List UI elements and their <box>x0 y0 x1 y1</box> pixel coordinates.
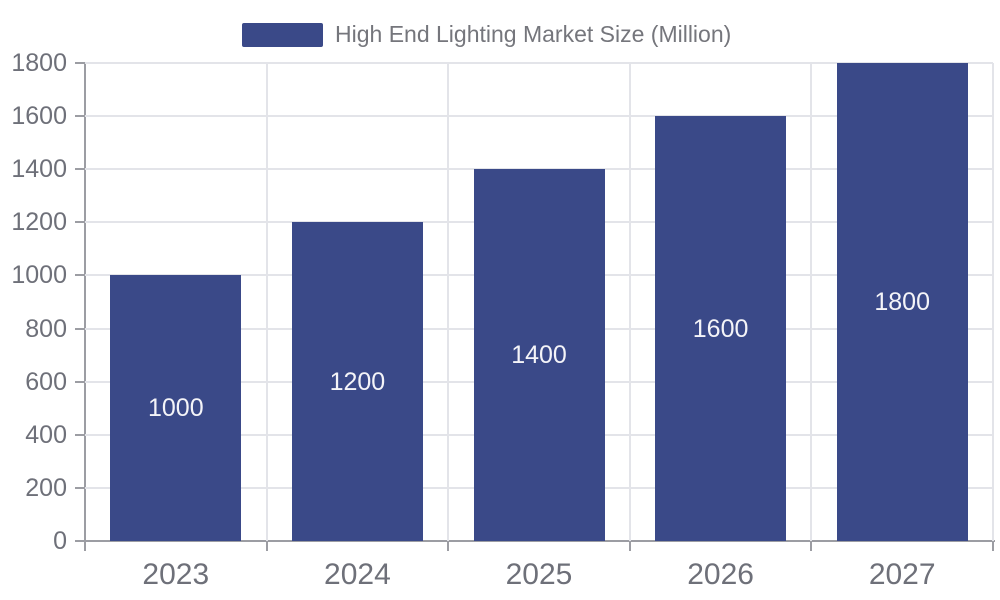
x-tick-label: 2025 <box>505 558 573 591</box>
bar[interactable] <box>291 222 423 541</box>
x-tick-label: 2027 <box>868 558 936 591</box>
bar-value-label: 1200 <box>329 367 386 396</box>
y-axis-tick <box>75 380 85 383</box>
y-tick-label: 800 <box>25 314 67 343</box>
y-axis-tick <box>75 115 85 118</box>
y-axis-tick <box>75 221 85 224</box>
x-gridline <box>265 63 268 541</box>
x-axis-line <box>84 540 995 542</box>
x-gridline <box>447 63 450 541</box>
x-tick-label: 2026 <box>687 558 754 591</box>
bar[interactable] <box>836 63 968 541</box>
bar[interactable] <box>473 169 605 541</box>
y-tick-label: 1600 <box>11 102 67 131</box>
y-tick-label: 600 <box>25 367 67 396</box>
y-axis-tick <box>75 274 85 277</box>
y-tick-label: 200 <box>25 473 67 502</box>
x-axis-tick <box>447 541 450 551</box>
y-axis-tick <box>75 62 85 64</box>
legend-label: High End Lighting Market Size (Million) <box>335 21 732 47</box>
y-tick-label: 1200 <box>11 208 67 237</box>
x-axis-tick <box>992 541 994 551</box>
y-axis-tick <box>75 433 85 436</box>
x-axis-tick <box>628 541 631 551</box>
y-axis-tick <box>75 168 85 171</box>
y-gridline <box>85 62 993 64</box>
bar[interactable] <box>110 275 242 541</box>
x-axis-tick <box>810 541 813 551</box>
y-tick-label: 1400 <box>11 155 67 184</box>
x-gridline <box>628 63 631 541</box>
x-tick-label: 2023 <box>142 558 210 591</box>
y-axis-line <box>84 63 86 543</box>
x-axis-tick <box>84 541 86 551</box>
bar-value-label: 1400 <box>511 341 567 370</box>
y-axis-tick <box>75 540 85 542</box>
y-tick-label: 1000 <box>11 261 67 290</box>
x-gridline <box>810 63 813 541</box>
bar[interactable] <box>655 116 787 541</box>
y-tick-label: 400 <box>25 420 67 449</box>
bar-value-label: 1600 <box>692 314 749 343</box>
bar-value-label: 1000 <box>147 394 204 423</box>
y-gridline <box>85 115 993 118</box>
x-tick-label: 2024 <box>324 558 391 591</box>
y-tick-label: 0 <box>53 527 67 555</box>
bar-value-label: 1800 <box>874 288 930 316</box>
y-tick-label: 1800 <box>11 49 67 77</box>
y-axis-tick <box>75 486 85 489</box>
legend-swatch <box>242 22 323 47</box>
y-axis-tick <box>75 327 85 330</box>
x-axis-tick <box>265 541 268 551</box>
x-gridline <box>992 63 994 541</box>
legend-item[interactable]: High End Lighting Market Size (Million) <box>242 21 731 48</box>
